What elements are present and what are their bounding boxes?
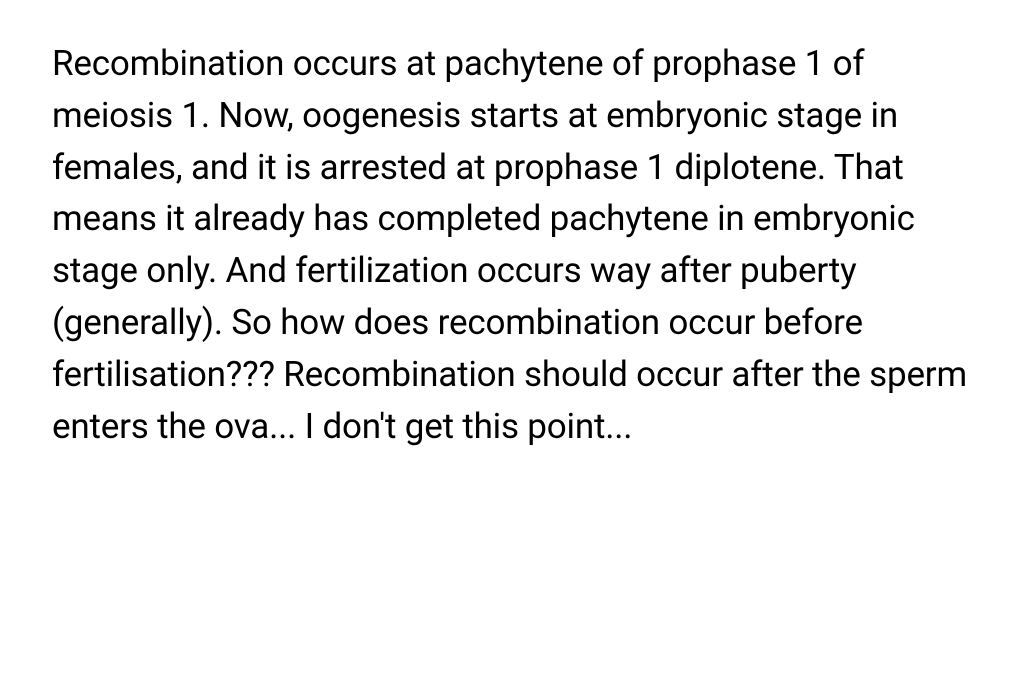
body-paragraph: Recombination occurs at pachytene of pro… xyxy=(52,38,972,452)
